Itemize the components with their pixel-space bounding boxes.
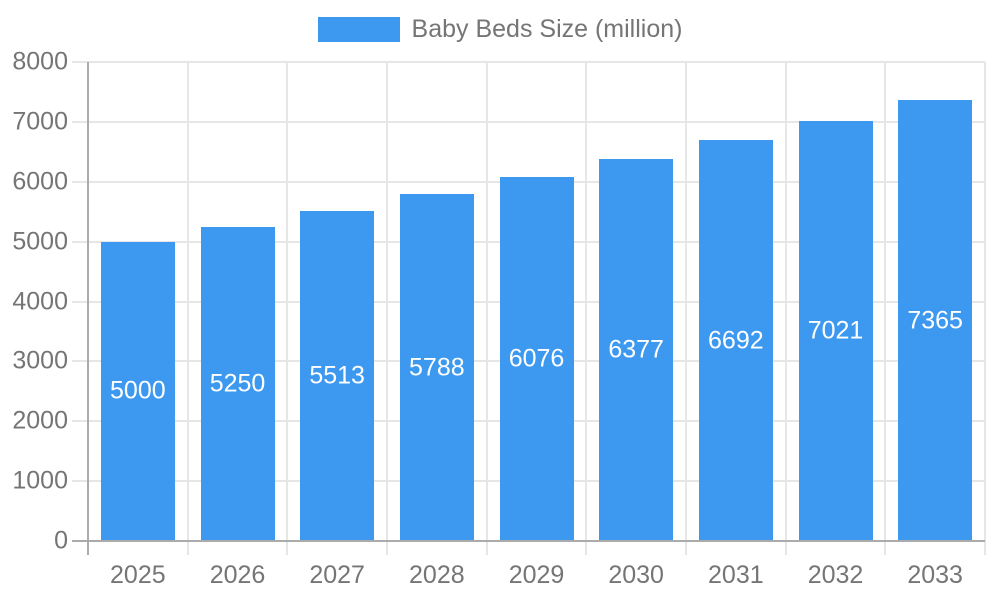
bar-value-label: 6076 xyxy=(508,344,565,373)
y-axis-line xyxy=(87,62,89,555)
bar[interactable] xyxy=(100,241,175,541)
x-axis-tick xyxy=(784,541,787,555)
y-axis-tick xyxy=(72,61,88,63)
y-axis-tick xyxy=(72,120,88,123)
bar-value-label: 7365 xyxy=(907,306,963,334)
x-axis-tick xyxy=(386,541,388,555)
x-axis-label: 2027 xyxy=(309,561,365,589)
x-axis-tick xyxy=(485,541,488,555)
y-axis-tick xyxy=(72,240,88,243)
legend-swatch xyxy=(317,16,400,42)
y-axis-tick xyxy=(72,360,88,363)
bar-value-label: 7021 xyxy=(807,316,864,345)
v-gridline xyxy=(186,62,189,541)
v-gridline xyxy=(685,62,687,541)
x-axis-label: 2028 xyxy=(409,561,465,589)
v-gridline xyxy=(585,62,588,541)
x-axis-tick xyxy=(685,541,687,555)
x-axis-tick xyxy=(585,541,588,555)
y-axis-tick xyxy=(72,420,88,423)
x-axis-label: 2032 xyxy=(807,561,864,589)
bar[interactable] xyxy=(599,159,674,541)
y-axis-label: 3000 xyxy=(12,346,68,375)
x-axis-label: 2033 xyxy=(907,561,963,589)
bar[interactable] xyxy=(898,100,973,541)
x-axis-tick xyxy=(186,541,189,555)
y-axis-tick xyxy=(72,180,88,183)
bar[interactable] xyxy=(300,210,375,541)
v-gridline xyxy=(784,62,787,541)
bar[interactable] xyxy=(200,226,275,541)
h-gridline xyxy=(88,120,985,123)
bar-value-label: 5788 xyxy=(409,353,465,382)
y-axis-label: 4000 xyxy=(12,287,68,315)
v-gridline xyxy=(386,62,388,541)
v-gridline xyxy=(884,62,887,541)
x-axis-label: 2025 xyxy=(110,561,166,589)
y-axis-label: 6000 xyxy=(12,167,68,196)
v-gridline xyxy=(286,62,289,541)
legend-label: Baby Beds Size (million) xyxy=(411,15,683,43)
x-axis-label: 2026 xyxy=(209,561,266,589)
bar[interactable] xyxy=(798,120,873,541)
y-axis-label: 8000 xyxy=(12,47,68,76)
x-axis-tick xyxy=(884,541,887,555)
y-axis-tick xyxy=(72,480,88,483)
y-axis-label: 5000 xyxy=(12,227,68,256)
h-gridline xyxy=(88,61,985,63)
y-axis-label: 0 xyxy=(54,526,68,555)
y-axis-label: 2000 xyxy=(12,406,68,435)
bar-value-label: 5513 xyxy=(309,361,365,390)
v-gridline xyxy=(485,62,488,541)
bar-value-label: 5000 xyxy=(110,376,166,405)
bar-value-label: 6692 xyxy=(708,326,764,355)
bar[interactable] xyxy=(698,140,773,541)
bar[interactable] xyxy=(399,194,474,541)
legend-item-baby-beds[interactable]: Baby Beds Size (million) xyxy=(317,14,683,44)
x-axis-label: 2029 xyxy=(508,561,565,589)
x-axis-label: 2030 xyxy=(608,561,664,589)
y-axis-label: 1000 xyxy=(12,466,68,495)
x-axis-tick xyxy=(286,541,289,555)
x-axis-line xyxy=(72,540,985,542)
v-gridline xyxy=(984,62,986,541)
bar[interactable] xyxy=(499,177,574,541)
x-axis-tick xyxy=(984,541,986,555)
bar-value-label: 5250 xyxy=(209,369,266,398)
y-axis-label: 7000 xyxy=(12,107,68,136)
y-axis-tick xyxy=(72,300,88,303)
x-axis-label: 2031 xyxy=(708,561,764,589)
legend: Baby Beds Size (million) xyxy=(0,14,1000,44)
bar-value-label: 6377 xyxy=(608,335,664,364)
